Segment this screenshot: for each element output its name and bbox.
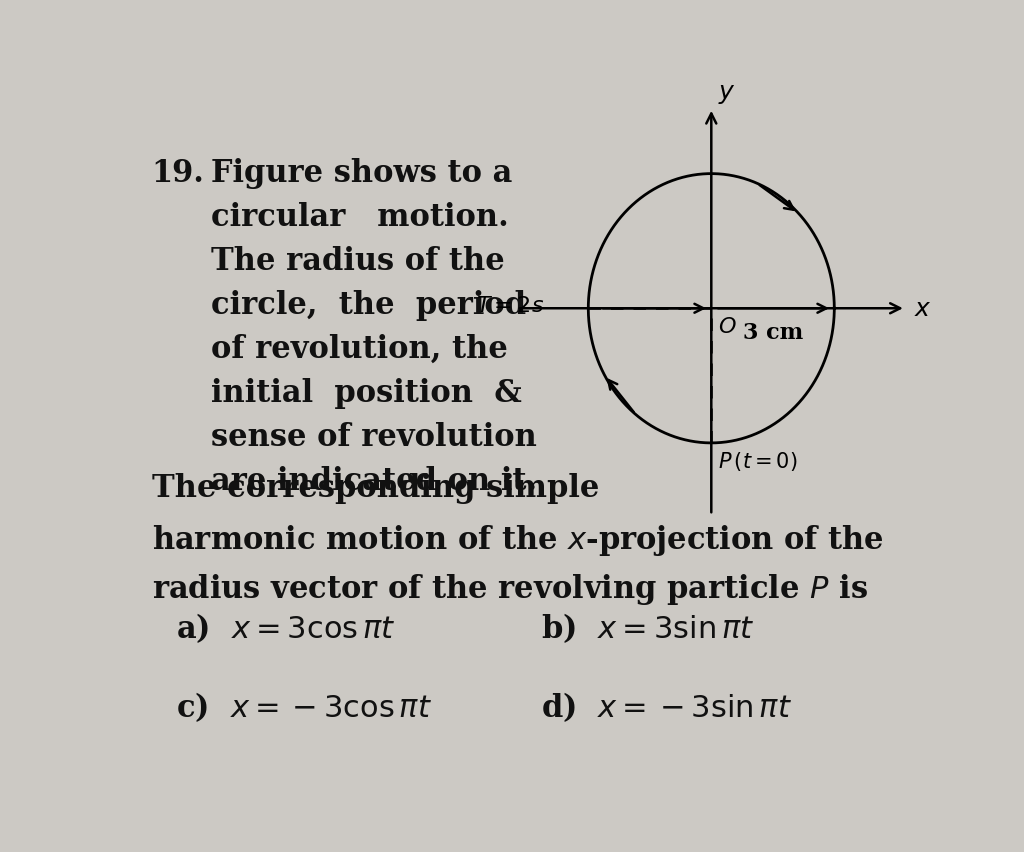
Text: radius vector of the revolving particle $P$ is: radius vector of the revolving particle …: [152, 572, 867, 607]
Text: c)  $x = -3\cos\pi t$: c) $x = -3\cos\pi t$: [176, 689, 432, 723]
Text: $O$: $O$: [718, 315, 736, 337]
Text: d)  $x = -3\sin\pi t$: d) $x = -3\sin\pi t$: [541, 689, 792, 723]
Text: sense of revolution: sense of revolution: [211, 422, 538, 452]
Text: 19.: 19.: [152, 158, 205, 189]
Text: initial  position  &: initial position &: [211, 377, 522, 409]
Text: Figure shows to a: Figure shows to a: [211, 158, 513, 189]
Text: a)  $x = 3\cos\pi t$: a) $x = 3\cos\pi t$: [176, 611, 395, 645]
Text: $x$: $x$: [913, 296, 931, 321]
Text: b)  $x = 3\sin\pi t$: b) $x = 3\sin\pi t$: [541, 611, 755, 645]
Text: circle,  the  period: circle, the period: [211, 290, 526, 321]
Text: $y$: $y$: [718, 82, 735, 106]
Text: are indicated on it.: are indicated on it.: [211, 466, 538, 497]
Text: $P\,(t=0)$: $P\,(t=0)$: [718, 450, 798, 473]
Text: $T = 2s$: $T = 2s$: [476, 295, 545, 317]
Text: of revolution, the: of revolution, the: [211, 334, 508, 365]
Text: 3 cm: 3 cm: [742, 322, 803, 344]
Text: The corresponding simple: The corresponding simple: [152, 473, 599, 504]
Text: The radius of the: The radius of the: [211, 246, 505, 277]
Text: harmonic motion of the $x$-projection of the: harmonic motion of the $x$-projection of…: [152, 522, 884, 557]
Text: circular   motion.: circular motion.: [211, 202, 509, 233]
